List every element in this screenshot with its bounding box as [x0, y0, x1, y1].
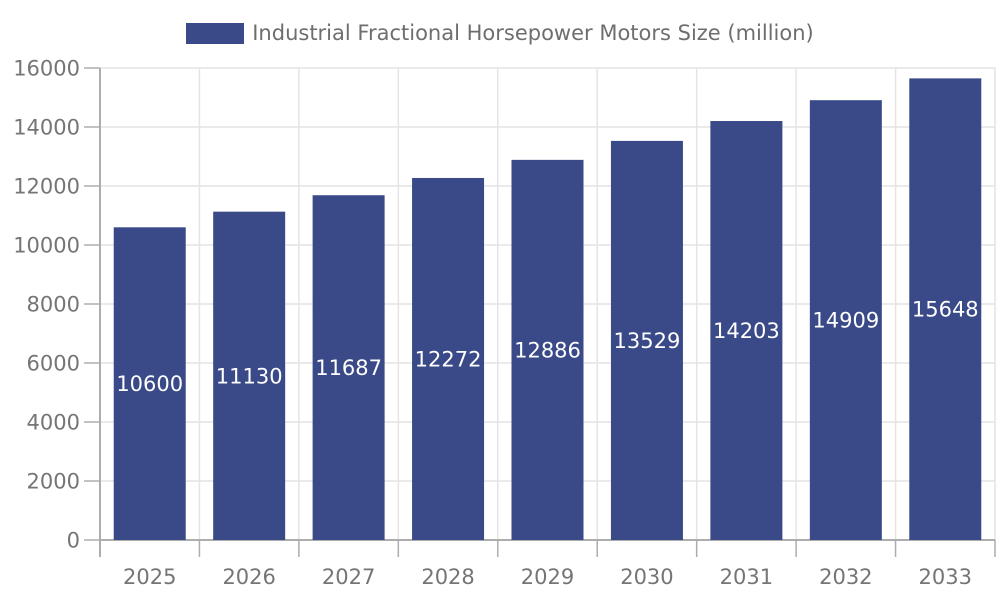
- bar: [610, 140, 683, 540]
- x-tick-label: 2025: [123, 565, 176, 589]
- bar-value-label: 15648: [912, 298, 979, 322]
- x-tick-label: 2026: [222, 565, 275, 589]
- x-tick-label: 2027: [322, 565, 375, 589]
- bar: [511, 159, 584, 540]
- bar: [412, 177, 485, 540]
- x-tick-label: 2029: [521, 565, 574, 589]
- y-tick-label: 16000: [13, 57, 80, 81]
- bar: [213, 211, 286, 541]
- x-tick-label: 2033: [919, 565, 972, 589]
- bar-value-label: 12272: [415, 347, 482, 371]
- bar: [710, 121, 783, 540]
- y-tick-label: 2000: [27, 470, 80, 494]
- bar: [312, 195, 385, 540]
- x-tick-label: 2028: [421, 565, 474, 589]
- y-tick-label: 0: [67, 529, 80, 553]
- legend-series-label: Industrial Fractional Horsepower Motors …: [252, 21, 814, 45]
- bar-value-label: 13529: [614, 329, 681, 353]
- bar: [909, 78, 982, 540]
- x-tick-label: 2031: [720, 565, 773, 589]
- legend-swatch: [186, 22, 245, 44]
- y-tick-label: 8000: [27, 293, 80, 317]
- x-tick-label: 2030: [620, 565, 673, 589]
- x-tick-label: 2032: [819, 565, 872, 589]
- y-tick-label: 12000: [13, 175, 80, 199]
- bar-value-label: 14203: [713, 319, 780, 343]
- bar-value-label: 11687: [315, 356, 382, 380]
- y-tick-label: 4000: [27, 411, 80, 435]
- bar: [809, 100, 882, 540]
- y-tick-label: 10000: [13, 234, 80, 258]
- bar: [113, 227, 186, 541]
- y-tick-label: 6000: [27, 352, 80, 376]
- bar-value-label: 14909: [812, 309, 879, 333]
- bar-value-label: 11130: [216, 364, 283, 388]
- legend: Industrial Fractional Horsepower Motors …: [0, 21, 1000, 45]
- y-tick-label: 14000: [13, 116, 80, 140]
- bar-value-label: 12886: [514, 338, 581, 362]
- bar-value-label: 10600: [116, 372, 183, 396]
